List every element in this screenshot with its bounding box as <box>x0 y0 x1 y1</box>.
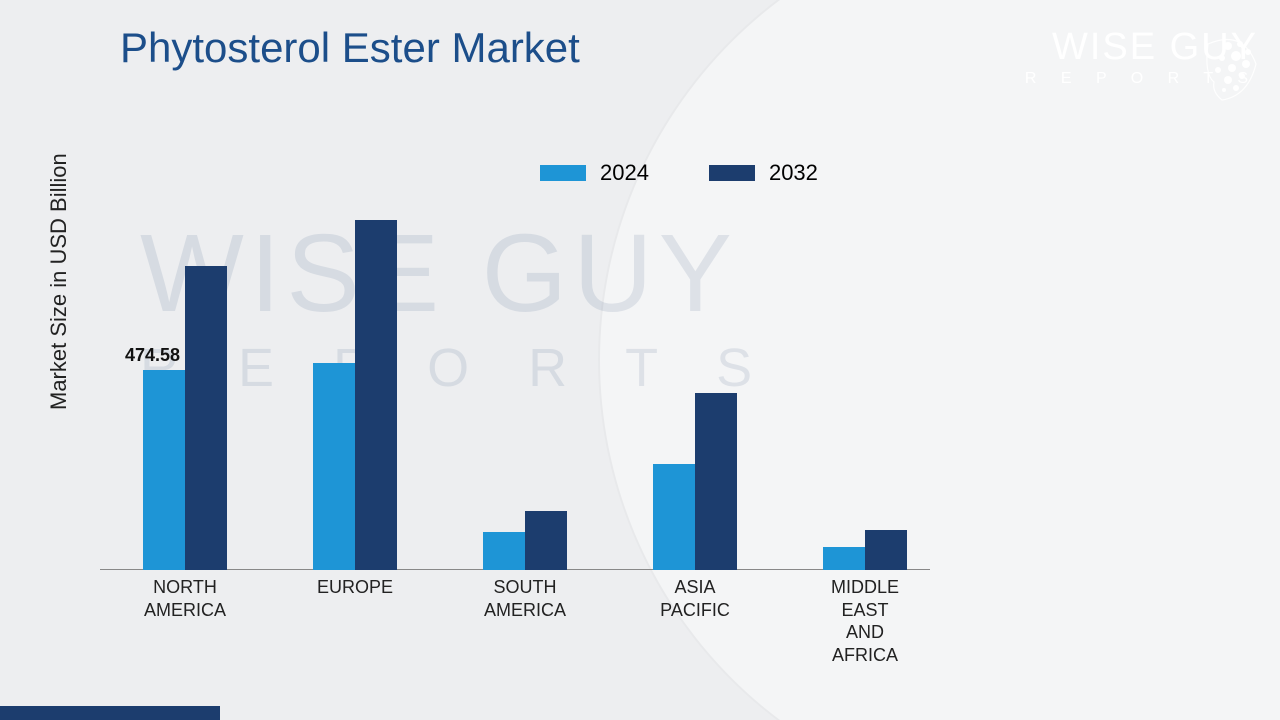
bar-2024-na <box>143 370 185 570</box>
legend-item-2032: 2032 <box>709 160 818 186</box>
x-label-mea: MIDDLE EAST AND AFRICA <box>800 576 930 666</box>
x-label-eu: EUROPE <box>290 576 420 599</box>
legend-label-2032: 2032 <box>769 160 818 186</box>
bar-group-sa <box>460 511 590 570</box>
bar-2032-ap <box>695 393 737 570</box>
bar-2032-eu <box>355 220 397 570</box>
chart-title: Phytosterol Ester Market <box>120 24 580 72</box>
value-label-na: 474.58 <box>125 345 180 366</box>
legend-label-2024: 2024 <box>600 160 649 186</box>
brand-logo: WISE GUY R E P O R T S <box>978 28 1258 88</box>
x-axis-labels: NORTH AMERICA EUROPE SOUTH AMERICA ASIA PAC… <box>100 576 930 696</box>
bar-2024-ap <box>653 464 695 570</box>
y-axis-label: Market Size in USD Billion <box>46 153 72 410</box>
footer-accent-bar <box>0 706 220 720</box>
sidebar-panel: WISE GUY R E P O R T S <box>960 0 1280 720</box>
bar-group-na <box>120 266 250 570</box>
bar-2032-sa <box>525 511 567 570</box>
bar-group-ap <box>630 393 760 570</box>
bar-2024-sa <box>483 532 525 570</box>
bar-2024-eu <box>313 363 355 570</box>
plot-area: 474.58 <box>100 190 930 570</box>
legend-swatch-2024 <box>540 165 586 181</box>
bar-2032-mea <box>865 530 907 570</box>
page-root: WISE GUY R E P O R T S Phytosterol Ester… <box>0 0 1280 720</box>
head-dots-icon <box>1188 34 1258 104</box>
bar-group-eu <box>290 220 420 570</box>
bar-2024-mea <box>823 547 865 570</box>
x-label-na: NORTH AMERICA <box>120 576 250 621</box>
bar-group-mea <box>800 530 930 570</box>
legend-item-2024: 2024 <box>540 160 649 186</box>
legend-swatch-2032 <box>709 165 755 181</box>
x-label-ap: ASIA PACIFIC <box>630 576 760 621</box>
bar-2032-na <box>185 266 227 570</box>
legend: 2024 2032 <box>540 160 818 186</box>
x-label-sa: SOUTH AMERICA <box>460 576 590 621</box>
